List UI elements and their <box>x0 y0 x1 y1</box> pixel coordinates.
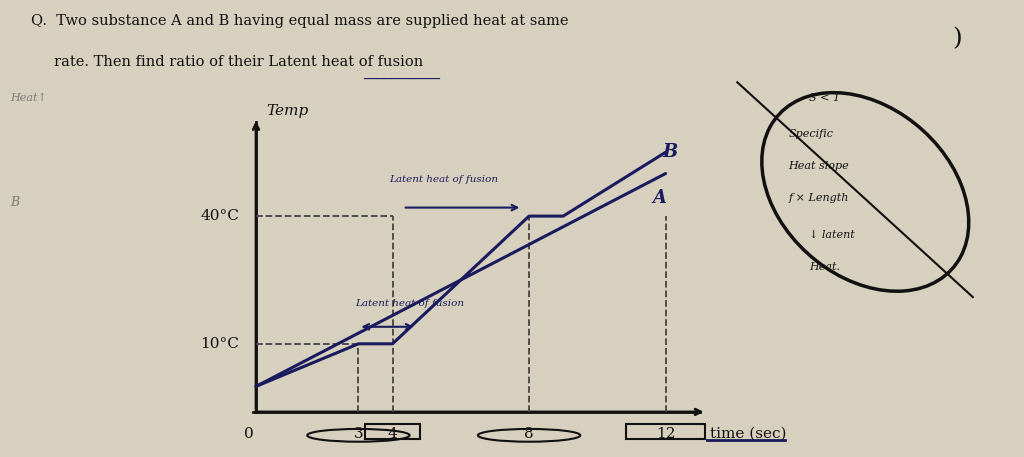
Text: 40°C: 40°C <box>200 209 239 223</box>
Text: Latent heat of fusion: Latent heat of fusion <box>355 298 464 308</box>
Text: 3: 3 <box>353 427 364 441</box>
Text: Specific: Specific <box>788 129 834 139</box>
Text: B: B <box>663 143 678 160</box>
Text: Heat↑: Heat↑ <box>10 92 47 102</box>
Text: f × Length: f × Length <box>788 193 849 203</box>
Text: Heat slope: Heat slope <box>788 161 849 171</box>
Text: S < 1: S < 1 <box>809 92 840 102</box>
Text: time (sec): time (sec) <box>710 427 786 441</box>
Text: 8: 8 <box>524 427 534 441</box>
Text: 10°C: 10°C <box>200 337 239 351</box>
Text: Latent heat of fusion: Latent heat of fusion <box>389 175 499 184</box>
Text: ___________: ___________ <box>364 66 440 80</box>
Text: A: A <box>652 189 666 207</box>
Text: Temp: Temp <box>266 104 308 118</box>
Text: Q.  Two substance A and B having equal mass are supplied heat at same: Q. Two substance A and B having equal ma… <box>31 14 568 28</box>
Text: ↓ latent: ↓ latent <box>809 229 855 239</box>
Text: 0: 0 <box>245 427 254 441</box>
Text: 4: 4 <box>388 427 397 441</box>
Text: B: B <box>10 196 19 209</box>
Text: Heat.: Heat. <box>809 261 840 271</box>
Text: ): ) <box>952 28 963 51</box>
Text: rate. Then find ratio of their Latent heat of fusion: rate. Then find ratio of their Latent he… <box>31 55 423 69</box>
Text: 12: 12 <box>655 427 676 441</box>
